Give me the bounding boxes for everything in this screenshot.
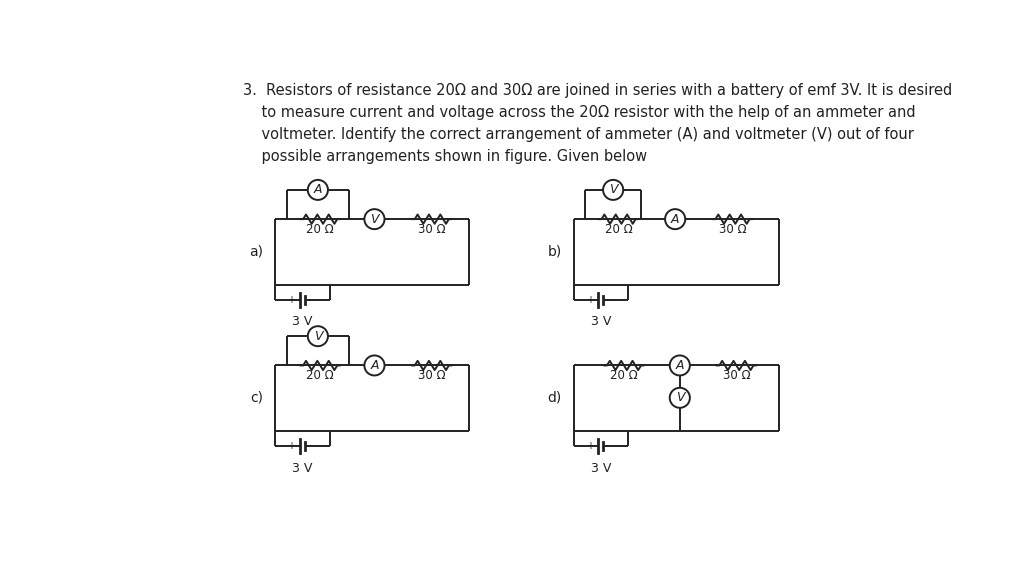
Text: 20 Ω: 20 Ω [610, 369, 638, 382]
Text: 3 V: 3 V [591, 462, 611, 475]
Text: −: − [604, 295, 614, 305]
Text: V: V [609, 183, 617, 197]
Text: b): b) [548, 244, 562, 259]
Text: V: V [676, 392, 684, 404]
Text: 30 Ω: 30 Ω [723, 369, 751, 382]
Circle shape [665, 209, 685, 229]
Text: A: A [671, 213, 679, 225]
Text: A: A [371, 359, 379, 372]
Text: 20 Ω: 20 Ω [306, 223, 334, 236]
Text: 3 V: 3 V [591, 316, 611, 328]
Circle shape [365, 355, 385, 375]
Text: −: − [306, 295, 315, 305]
Text: −: − [306, 441, 315, 451]
Text: +: + [586, 441, 594, 451]
Circle shape [670, 388, 690, 408]
Text: 3 V: 3 V [292, 316, 312, 328]
Text: A: A [676, 359, 684, 372]
Text: 3.  Resistors of resistance 20Ω and 30Ω are joined in series with a battery of e: 3. Resistors of resistance 20Ω and 30Ω a… [243, 83, 952, 164]
Text: +: + [288, 295, 296, 305]
Text: +: + [586, 295, 594, 305]
Circle shape [308, 326, 328, 346]
Text: 3 V: 3 V [292, 462, 312, 475]
Circle shape [603, 180, 624, 200]
Text: 20 Ω: 20 Ω [306, 369, 334, 382]
Text: A: A [313, 183, 323, 197]
Circle shape [365, 209, 385, 229]
Text: V: V [371, 213, 379, 225]
Text: d): d) [548, 391, 562, 405]
Text: 30 Ω: 30 Ω [719, 223, 746, 236]
Text: V: V [313, 329, 323, 343]
Text: 30 Ω: 30 Ω [418, 223, 445, 236]
Text: 30 Ω: 30 Ω [418, 369, 445, 382]
Text: c): c) [251, 391, 263, 405]
Text: a): a) [250, 244, 263, 259]
Text: −: − [604, 441, 614, 451]
Text: 20 Ω: 20 Ω [605, 223, 633, 236]
Text: +: + [288, 441, 296, 451]
Circle shape [670, 355, 690, 375]
Circle shape [308, 180, 328, 200]
